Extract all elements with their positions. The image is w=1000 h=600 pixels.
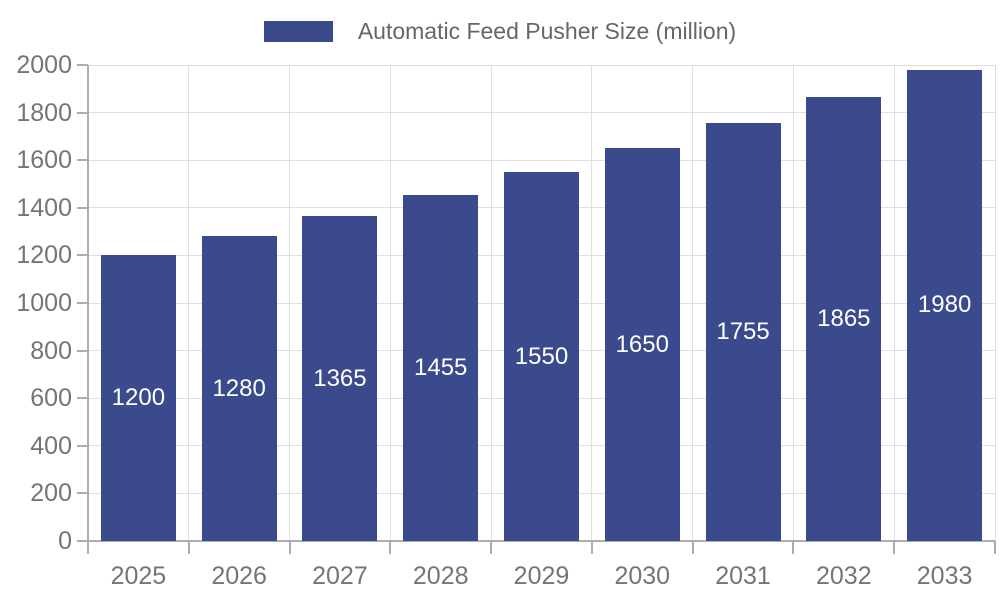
x-tick bbox=[590, 541, 593, 554]
y-tick bbox=[77, 349, 88, 352]
x-tick-label: 2029 bbox=[513, 562, 570, 590]
y-tick-label: 1600 bbox=[16, 146, 72, 175]
x-tick bbox=[994, 541, 996, 554]
gridline-v bbox=[792, 65, 794, 541]
y-tick bbox=[77, 254, 88, 257]
gridline-h bbox=[88, 159, 995, 161]
x-tick bbox=[792, 541, 795, 554]
y-tick bbox=[77, 206, 88, 209]
x-tick bbox=[389, 541, 392, 554]
y-tick-label: 600 bbox=[30, 384, 72, 413]
gridline-v bbox=[289, 65, 291, 541]
bar-value-label: 1980 bbox=[917, 291, 972, 319]
bar[interactable]: 1980 bbox=[907, 69, 983, 541]
x-tick-label: 2031 bbox=[715, 562, 771, 590]
x-tick-label: 2028 bbox=[412, 562, 469, 590]
gridline-h bbox=[88, 112, 995, 114]
bar-value-label: 1455 bbox=[414, 353, 468, 381]
x-tick bbox=[490, 541, 493, 554]
bar[interactable]: 1550 bbox=[504, 172, 579, 541]
bar-value-label: 1280 bbox=[212, 374, 266, 402]
gridline-v bbox=[893, 65, 895, 541]
x-tick-label: 2033 bbox=[916, 562, 973, 590]
y-tick bbox=[77, 397, 88, 400]
bar[interactable]: 1865 bbox=[806, 97, 882, 541]
y-tick-label: 800 bbox=[30, 336, 72, 365]
x-tick-label: 2030 bbox=[614, 562, 671, 590]
y-tick-label: 1400 bbox=[16, 193, 72, 222]
bar[interactable]: 1365 bbox=[302, 216, 378, 541]
x-tick bbox=[87, 541, 89, 554]
bar[interactable]: 1755 bbox=[705, 123, 781, 541]
x-tick bbox=[288, 541, 291, 554]
y-tick bbox=[77, 64, 88, 66]
y-axis-line bbox=[87, 65, 89, 542]
x-tick-label: 2032 bbox=[816, 562, 872, 590]
y-tick-label: 1000 bbox=[16, 289, 72, 317]
x-axis-line bbox=[77, 540, 995, 542]
x-tick bbox=[893, 541, 896, 554]
bar-value-label: 1200 bbox=[111, 384, 166, 412]
legend-label: Automatic Feed Pusher Size (million) bbox=[357, 17, 737, 44]
y-tick bbox=[77, 302, 88, 304]
y-tick-label: 0 bbox=[58, 527, 72, 555]
y-tick-label: 200 bbox=[30, 479, 72, 508]
bar-value-label: 1550 bbox=[514, 342, 569, 370]
y-tick bbox=[77, 111, 88, 114]
bar-value-label: 1365 bbox=[313, 364, 367, 392]
y-tick bbox=[77, 159, 88, 162]
bar[interactable]: 1455 bbox=[403, 194, 479, 541]
legend[interactable]: Automatic Feed Pusher Size (million) bbox=[0, 16, 1000, 46]
bar[interactable]: 1280 bbox=[201, 236, 277, 541]
bar[interactable]: 1650 bbox=[604, 148, 680, 541]
bar-value-label: 1755 bbox=[716, 318, 770, 346]
y-tick-label: 1800 bbox=[16, 98, 72, 127]
gridline-h bbox=[88, 64, 995, 66]
bar-value-label: 1865 bbox=[817, 305, 871, 333]
x-tick-label: 2026 bbox=[211, 562, 267, 590]
x-tick-label: 2027 bbox=[312, 562, 368, 590]
gridline-v bbox=[591, 65, 593, 541]
gridline-v bbox=[994, 65, 996, 541]
y-tick-label: 400 bbox=[30, 431, 72, 460]
y-tick-label: 2000 bbox=[16, 51, 72, 79]
gridline-v bbox=[490, 65, 492, 541]
gridline-v bbox=[692, 65, 694, 541]
gridline-v bbox=[188, 65, 190, 541]
x-tick bbox=[187, 541, 190, 554]
y-tick bbox=[77, 492, 88, 495]
legend-swatch bbox=[263, 20, 333, 42]
y-tick-label: 1200 bbox=[16, 241, 72, 270]
bar[interactable]: 1200 bbox=[100, 255, 176, 541]
gridline-v bbox=[389, 65, 391, 541]
x-tick bbox=[691, 541, 694, 554]
y-tick bbox=[77, 444, 88, 447]
x-tick-label: 2025 bbox=[110, 562, 167, 590]
bar-value-label: 1650 bbox=[615, 330, 669, 358]
